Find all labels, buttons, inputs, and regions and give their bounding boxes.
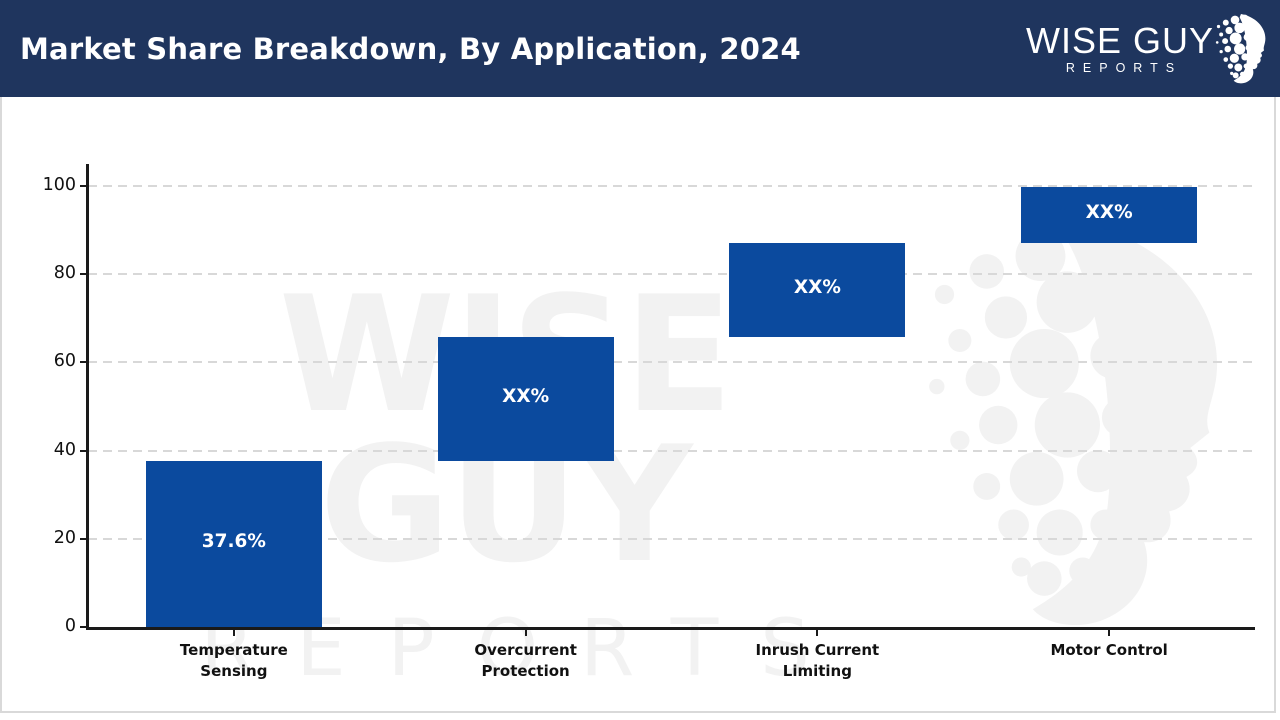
y-tick-mark [80,361,88,364]
x-category-label: Overcurrent Protection [474,641,577,680]
y-axis-spine [86,164,89,630]
header-banner: Market Share Breakdown, By Application, … [0,0,1280,97]
x-tick-mark [816,630,819,636]
y-tick-label: 0 [64,616,76,636]
y-tick-mark [80,626,88,628]
x-axis-spine [86,627,1255,630]
bar-3 [729,243,906,337]
x-category-label: Inrush Current Limiting [755,641,880,680]
gridline-40 [88,449,1255,452]
y-tick-label: 100 [42,175,76,196]
logo-text: WISE GUY REPORTS [1026,22,1214,76]
bar-2 [437,336,614,462]
x-tick-mark [524,630,527,636]
y-tick-mark [80,273,88,276]
gridline-80 [88,273,1255,276]
gridline-20 [88,537,1255,540]
y-tick-mark [80,185,88,188]
y-tick-mark [80,449,88,452]
x-tick-mark [232,630,235,636]
bar-4 [1021,186,1198,244]
y-tick-label: 20 [53,527,76,548]
logo-reports-text: REPORTS [1065,61,1183,75]
bar-1 [145,461,322,627]
y-tick-label: 40 [53,439,76,460]
x-tick-mark [1108,630,1111,636]
x-category-label: Temperature Sensing [179,641,288,680]
bar-value-label: XX% [1085,202,1133,224]
page-title: Market Share Breakdown, By Application, … [20,31,801,66]
bar-value-label: XX% [502,386,550,408]
wiseguy-logo: WISE GUY REPORTS [1026,6,1270,92]
gridline-100 [88,185,1255,188]
y-tick-mark [80,537,88,540]
logo-wiseguy-text: WISE GUY [1025,20,1214,61]
x-category-label: Motor Control [1050,641,1168,659]
y-tick-label: 80 [53,263,76,284]
y-tick-label: 60 [53,351,76,372]
gridline-60 [88,361,1255,364]
bar-value-label: 37.6% [201,531,266,553]
bar-value-label: XX% [793,277,841,299]
